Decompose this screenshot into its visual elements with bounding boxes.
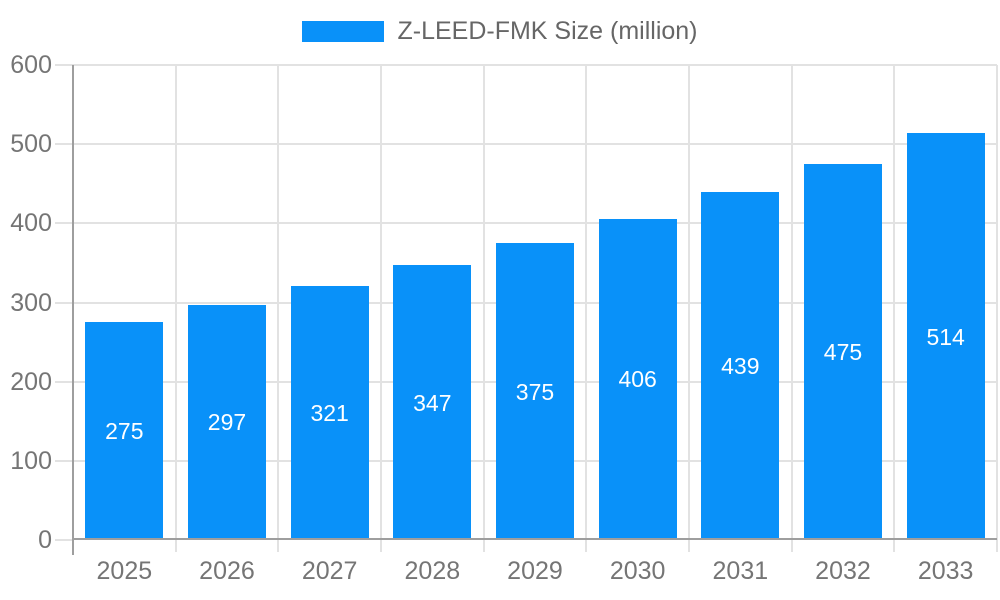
x-tick-label: 2027 (301, 557, 358, 585)
bar (188, 304, 266, 540)
y-tick-mark (55, 143, 73, 146)
y-tick-mark (55, 459, 73, 462)
x-tick-mark (996, 540, 998, 552)
bar-value-label: 321 (310, 399, 349, 426)
x-tick-label: 2029 (507, 557, 563, 585)
bar-value-label: 375 (515, 378, 555, 405)
x-tick-mark (790, 540, 793, 552)
x-tick-label: 2033 (917, 557, 974, 585)
x-tick-mark (893, 540, 896, 552)
x-tick-label: 2028 (404, 557, 461, 585)
x-tick-label: 2032 (815, 557, 871, 585)
x-tick-mark (174, 540, 177, 552)
bar-value-label: 475 (823, 338, 863, 365)
y-tick-label: 400 (10, 209, 52, 238)
x-tick-mark (585, 540, 588, 552)
y-tick-label: 500 (10, 130, 52, 159)
bar-value-label: 406 (618, 366, 657, 393)
bar-value-label: 439 (721, 353, 760, 380)
bar (701, 192, 780, 540)
gridline (688, 65, 690, 540)
bar (290, 285, 369, 540)
gridline (893, 65, 896, 540)
bar-value-label: 347 (413, 389, 452, 416)
y-tick-mark (55, 539, 73, 541)
bar-value-label: 514 (926, 323, 965, 350)
legend-swatch (302, 20, 385, 42)
y-tick-mark (55, 64, 73, 66)
bar-value-label: 275 (105, 418, 144, 445)
gridline (790, 65, 793, 540)
bar (496, 243, 574, 540)
gridline (73, 222, 997, 225)
x-tick-label: 2025 (96, 557, 153, 585)
y-tick-label: 200 (10, 367, 52, 396)
x-tick-label: 2030 (609, 557, 666, 585)
bar (804, 163, 882, 540)
x-tick-label: 2031 (712, 557, 769, 585)
x-tick-mark (380, 540, 382, 552)
bar (906, 133, 985, 540)
x-tick-mark (688, 540, 690, 552)
bar-value-label: 297 (207, 409, 247, 436)
gridline (73, 64, 997, 66)
bar (85, 322, 164, 540)
y-tick-label: 100 (10, 446, 52, 475)
y-tick-label: 600 (10, 51, 52, 79)
y-tick-mark (55, 380, 73, 383)
gridline (174, 65, 177, 540)
x-tick-mark (277, 540, 280, 552)
y-tick-mark (55, 301, 73, 304)
gridline (482, 65, 485, 540)
y-tick-label: 300 (10, 288, 52, 317)
y-tick-label: 0 (38, 526, 52, 554)
x-axis (73, 538, 997, 540)
bar (598, 218, 677, 540)
x-tick-label: 2026 (199, 557, 255, 585)
x-tick-mark (482, 540, 485, 552)
gridline (380, 65, 382, 540)
legend[interactable]: Z-LEED-FMK Size (million) (0, 17, 1000, 45)
gridline (73, 143, 997, 146)
y-axis (72, 65, 74, 555)
gridline (996, 65, 998, 540)
gridline (585, 65, 588, 540)
gridline (277, 65, 280, 540)
y-tick-mark (55, 222, 73, 225)
bar (393, 265, 472, 540)
legend-label: Z-LEED-FMK Size (million) (397, 17, 698, 45)
